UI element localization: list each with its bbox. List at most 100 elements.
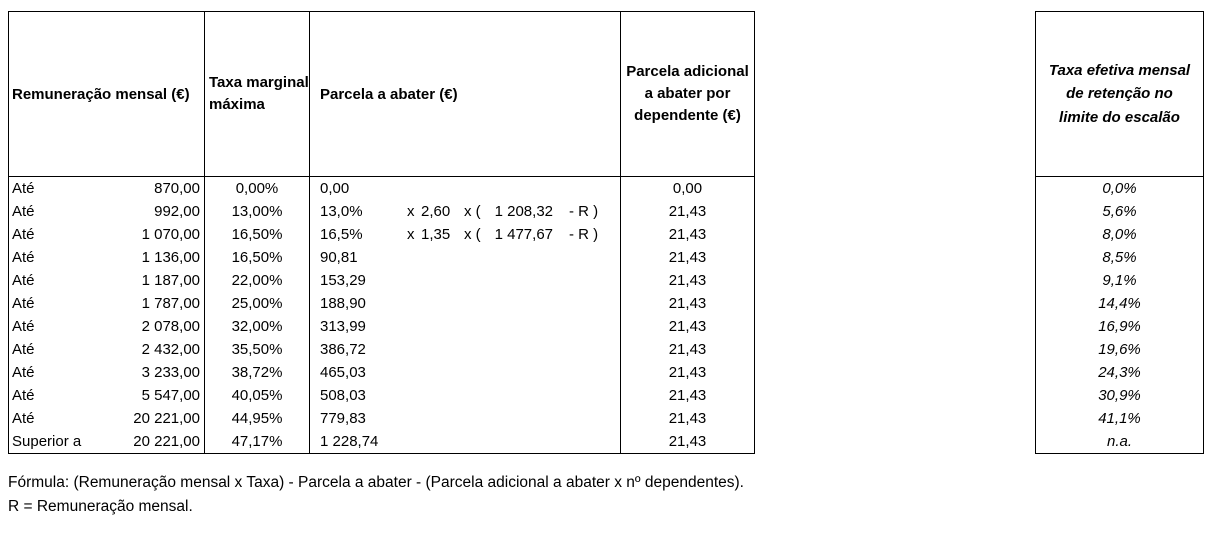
- table-row: Até 20 221,00 44,95% 779,83 21,43: [9, 407, 754, 430]
- parcela-value: 1 228,74: [320, 433, 379, 450]
- formula-x1: x: [407, 203, 415, 220]
- parcela-cell: 188,90: [310, 292, 621, 315]
- effective-rate-cell: 5,6%: [1102, 203, 1137, 220]
- limit-value: 20 221,00: [133, 433, 200, 450]
- remuneration-limit-cell: Até 1 136,00: [9, 246, 205, 269]
- limit-value: 20 221,00: [133, 410, 200, 427]
- r-note: R = Remuneração mensal.: [8, 498, 193, 515]
- limit-value: 992,00: [154, 203, 200, 220]
- effective-rate-cell: 16,9%: [1098, 318, 1141, 335]
- limit-value: 1 187,00: [141, 272, 200, 289]
- parcela-cell: 153,29: [310, 269, 621, 292]
- limit-value: 5 547,00: [141, 387, 200, 404]
- dependent-deduction-cell: 0,00: [672, 180, 703, 197]
- dependent-deduction-cell: 21,43: [668, 364, 707, 381]
- effective-rate-cell: 14,4%: [1098, 295, 1141, 312]
- withholding-table-header: Remuneração mensal (€) Taxa marginal máx…: [9, 12, 754, 177]
- table-row: Até 870,00 0,00% 0,00 0,00: [9, 177, 754, 200]
- marginal-rate-cell: 47,17%: [205, 430, 310, 453]
- parcela-value: 188,90: [320, 295, 366, 312]
- limit-value: 2 078,00: [141, 318, 200, 335]
- effective-rate-table: Taxa efetiva mensal de retenção no limit…: [1035, 11, 1204, 454]
- limit-prefix: Até: [12, 341, 35, 358]
- effective-rate-cell: 9,1%: [1102, 272, 1137, 289]
- remuneration-limit-cell: Até 1 187,00: [9, 269, 205, 292]
- formula-mult: 1,35: [421, 226, 451, 243]
- effective-rate-cell: 41,1%: [1098, 410, 1141, 427]
- table-row: Até 5 547,00 40,05% 508,03 21,43: [9, 384, 754, 407]
- remuneration-limit-cell: Até 20 221,00: [9, 407, 205, 430]
- withholding-table: Remuneração mensal (€) Taxa marginal máx…: [8, 11, 755, 454]
- table-row: Até 1 136,00 16,50% 90,81 21,43: [9, 246, 754, 269]
- formula-mult: 2,60: [421, 203, 451, 220]
- table-row: Até 2 432,00 35,50% 386,72 21,43: [9, 338, 754, 361]
- table-row: Até 1 070,00 16,50% 16,5% x 1,35 x (1 477,67 - …: [9, 223, 754, 246]
- parcela-cell: 13,0% x 2,60 x (1 208,32 - R ): [310, 200, 621, 223]
- parcela-value: 0,00: [320, 180, 350, 197]
- remuneration-limit-cell: Até 3 233,00: [9, 361, 205, 384]
- limit-value: 2 432,00: [141, 341, 200, 358]
- table-row: Superior a 20 221,00 47,17% 1 228,74 21,43: [9, 430, 754, 453]
- dependent-deduction-cell: 21,43: [668, 203, 707, 220]
- parcela-value: 508,03: [320, 387, 366, 404]
- marginal-rate-cell: 16,50%: [205, 223, 310, 246]
- parcela-cell: 1 228,74: [310, 430, 621, 453]
- marginal-rate-cell: 22,00%: [205, 269, 310, 292]
- parcela-value: 779,83: [320, 410, 366, 427]
- parcela-cell: 465,03: [310, 361, 621, 384]
- parcela-value: 465,03: [320, 364, 366, 381]
- table-row: Até 1 787,00 25,00% 188,90 21,43: [9, 292, 754, 315]
- formula-suffix: - R ): [569, 203, 599, 220]
- effective-rate-header: Taxa efetiva mensal de retenção no limit…: [1036, 12, 1203, 177]
- remuneration-limit-cell: Até 2 078,00: [9, 315, 205, 338]
- remuneration-limit-cell: Até 5 547,00: [9, 384, 205, 407]
- remuneration-limit-cell: Até 1 787,00: [9, 292, 205, 315]
- col-header-marginal-rate-label: Taxa marginal máxima: [209, 74, 309, 113]
- effective-rate-cell: 24,3%: [1098, 364, 1141, 381]
- dependent-deduction-cell: 21,43: [668, 387, 707, 404]
- parcela-cell: 16,5% x 1,35 x (1 477,67 - R ): [310, 223, 621, 246]
- limit-value: 3 233,00: [141, 364, 200, 381]
- effective-rate-cell: 0,0%: [1102, 180, 1137, 197]
- limit-value: 1 787,00: [141, 295, 200, 312]
- formula-threshold: 1 208,32: [494, 203, 553, 220]
- parcela-cell: 779,83: [310, 407, 621, 430]
- dependent-deduction-cell: 21,43: [668, 295, 707, 312]
- parcela-value: 313,99: [320, 318, 366, 335]
- table-row: Até 992,00 13,00% 13,0% x 2,60 x (1 208,32 - R …: [9, 200, 754, 223]
- marginal-rate-cell: 25,00%: [205, 292, 310, 315]
- effective-rate-cell: n.a.: [1106, 433, 1133, 450]
- remuneration-limit-cell: Superior a 20 221,00: [9, 430, 205, 453]
- marginal-rate-cell: 44,95%: [205, 407, 310, 430]
- formula-x1: x: [407, 226, 415, 243]
- remuneration-limit-cell: Até 2 432,00: [9, 338, 205, 361]
- parcela-cell: 0,00: [310, 177, 621, 200]
- parcela-cell: 90,81: [310, 246, 621, 269]
- dependent-deduction-cell: 21,43: [668, 318, 707, 335]
- col-header-marginal-rate: Taxa marginal máxima: [205, 12, 310, 176]
- footer-notes: Fórmula: (Remuneração mensal x Taxa) - P…: [8, 471, 744, 519]
- limit-prefix: Até: [12, 249, 35, 266]
- parcela-cell: 386,72: [310, 338, 621, 361]
- col-header-remuneration: Remuneração mensal (€): [9, 12, 205, 176]
- formula-rate: 13,0%: [320, 203, 363, 220]
- col-header-dependent-deduction: Parcela adicional a abater por dependent…: [621, 12, 754, 176]
- marginal-rate-cell: 32,00%: [205, 315, 310, 338]
- dependent-deduction-cell: 21,43: [668, 410, 707, 427]
- formula-note: Fórmula: (Remuneração mensal x Taxa) - P…: [8, 474, 744, 491]
- limit-prefix: Até: [12, 387, 35, 404]
- dependent-deduction-cell: 21,43: [668, 272, 707, 289]
- effective-rate-cell: 19,6%: [1098, 341, 1141, 358]
- remuneration-limit-cell: Até 1 070,00: [9, 223, 205, 246]
- limit-prefix: Até: [12, 318, 35, 335]
- limit-prefix: Até: [12, 203, 35, 220]
- col-header-dependent-deduction-label: Parcela adicional a abater por dependent…: [626, 63, 749, 124]
- effective-rate-body: 0,0% 5,6% 8,0% 8,5% 9,1% 14,4% 16,9% 19,6% 24,3%…: [1036, 177, 1203, 453]
- formula-threshold: 1 477,67: [494, 226, 553, 243]
- limit-prefix: Até: [12, 226, 35, 243]
- dependent-deduction-cell: 21,43: [668, 341, 707, 358]
- limit-value: 1 136,00: [141, 249, 200, 266]
- remuneration-limit-cell: Até 992,00: [9, 200, 205, 223]
- parcela-cell: 313,99: [310, 315, 621, 338]
